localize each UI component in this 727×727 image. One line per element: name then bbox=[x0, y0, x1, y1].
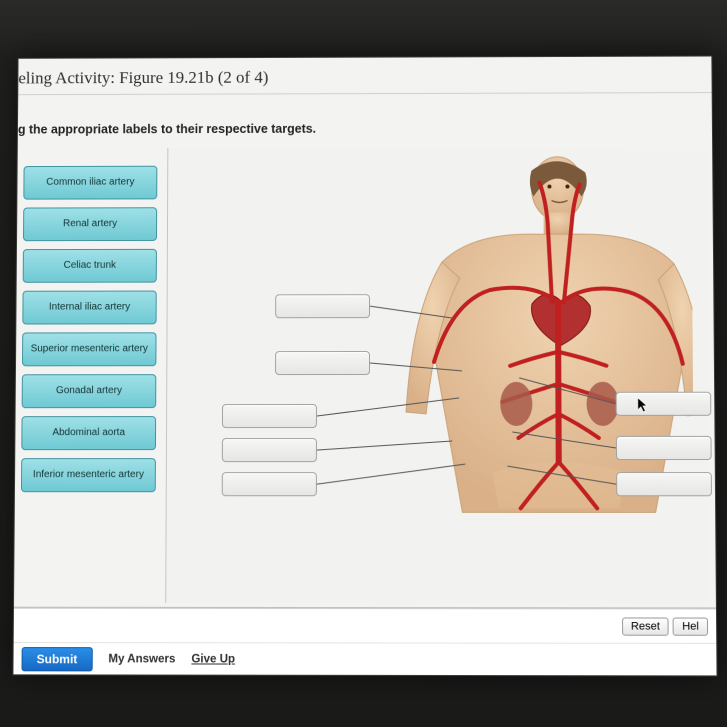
draggable-label[interactable]: Renal artery bbox=[22, 207, 156, 241]
draggable-label[interactable]: Superior mesenteric artery bbox=[21, 332, 156, 366]
footer-bar: Reset Hel bbox=[13, 607, 716, 642]
drop-target-right[interactable] bbox=[616, 472, 712, 496]
labels-column: Common iliac artery Renal artery Celiac … bbox=[20, 147, 157, 602]
drop-target-left[interactable] bbox=[221, 472, 316, 496]
help-button[interactable]: Hel bbox=[673, 617, 708, 635]
reset-button[interactable]: Reset bbox=[621, 616, 668, 634]
draggable-label[interactable]: Gonadal artery bbox=[21, 374, 156, 408]
submit-button[interactable]: Submit bbox=[21, 646, 92, 670]
draggable-label[interactable]: Celiac trunk bbox=[22, 248, 156, 282]
activity-title: eling Activity: Figure 19.21b (2 of 4) bbox=[18, 56, 711, 95]
drop-target-right[interactable] bbox=[615, 391, 711, 415]
drop-target-left[interactable] bbox=[221, 404, 316, 428]
draggable-label[interactable]: Internal iliac artery bbox=[22, 290, 156, 324]
submit-bar: Submit My Answers Give Up bbox=[13, 642, 716, 675]
draggable-label[interactable]: Common iliac artery bbox=[23, 165, 157, 199]
drop-target-left[interactable] bbox=[275, 351, 370, 375]
drop-target-left[interactable] bbox=[221, 438, 316, 462]
workarea: Common iliac artery Renal artery Celiac … bbox=[13, 140, 715, 608]
draggable-label[interactable]: Inferior mesenteric artery bbox=[20, 458, 155, 492]
drop-target-left[interactable] bbox=[275, 294, 370, 318]
instruction-text: g the appropriate labels to their respec… bbox=[17, 93, 711, 142]
diagram-stage bbox=[165, 146, 710, 603]
draggable-label[interactable]: Abdominal aorta bbox=[21, 416, 156, 450]
drop-target-right[interactable] bbox=[615, 435, 711, 459]
give-up-link[interactable]: Give Up bbox=[191, 652, 235, 664]
my-answers-link[interactable]: My Answers bbox=[108, 652, 175, 664]
leader-lines bbox=[166, 146, 710, 603]
app-window: eling Activity: Figure 19.21b (2 of 4) g… bbox=[12, 55, 717, 676]
